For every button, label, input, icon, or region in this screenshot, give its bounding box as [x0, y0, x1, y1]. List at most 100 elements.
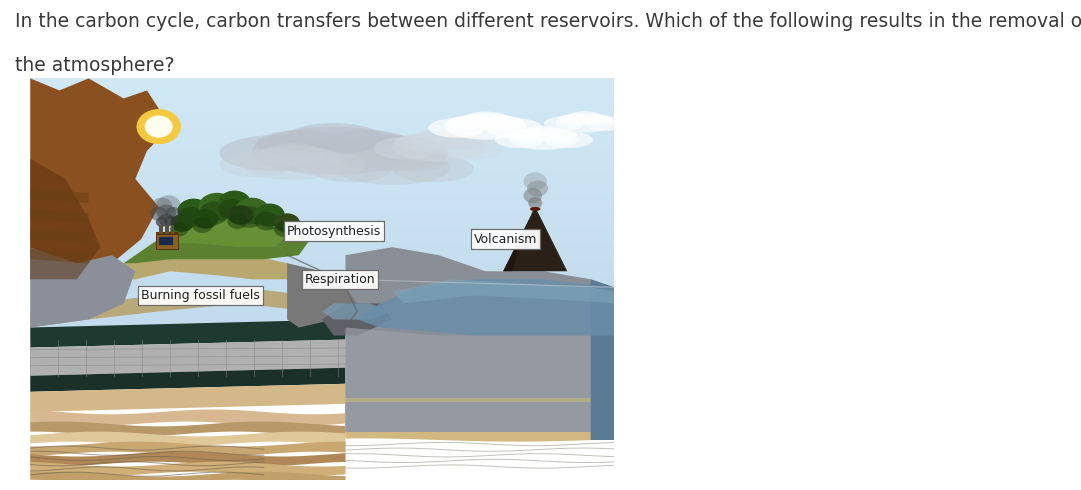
Ellipse shape [159, 214, 174, 226]
Ellipse shape [150, 207, 168, 220]
Ellipse shape [544, 131, 593, 148]
Ellipse shape [192, 217, 213, 233]
Ellipse shape [336, 151, 401, 172]
Ellipse shape [556, 113, 614, 133]
Ellipse shape [395, 134, 445, 150]
Ellipse shape [568, 111, 602, 124]
Ellipse shape [446, 116, 492, 130]
Ellipse shape [357, 146, 427, 170]
Polygon shape [30, 410, 346, 426]
Ellipse shape [428, 118, 485, 138]
Polygon shape [346, 402, 614, 417]
Ellipse shape [444, 114, 526, 140]
Ellipse shape [530, 207, 540, 211]
Ellipse shape [170, 222, 188, 236]
Bar [159, 237, 173, 245]
Ellipse shape [273, 221, 294, 237]
Ellipse shape [228, 205, 253, 225]
Ellipse shape [243, 148, 301, 167]
Polygon shape [357, 279, 614, 336]
Ellipse shape [177, 198, 210, 223]
Polygon shape [159, 215, 288, 247]
Polygon shape [30, 78, 171, 279]
Text: In the carbon cycle, carbon transfers between different reservoirs. Which of the: In the carbon cycle, carbon transfers be… [15, 12, 1081, 31]
Ellipse shape [523, 172, 547, 190]
Ellipse shape [252, 126, 415, 175]
Ellipse shape [256, 130, 346, 157]
Polygon shape [156, 232, 178, 234]
Ellipse shape [284, 123, 383, 154]
Ellipse shape [528, 180, 548, 196]
Ellipse shape [240, 146, 346, 180]
Polygon shape [30, 159, 101, 279]
Polygon shape [30, 249, 89, 263]
Ellipse shape [136, 109, 181, 144]
Ellipse shape [165, 207, 181, 219]
Polygon shape [30, 189, 89, 203]
Polygon shape [30, 368, 346, 392]
Ellipse shape [495, 131, 544, 148]
Bar [156, 234, 178, 249]
Ellipse shape [151, 198, 172, 214]
Ellipse shape [218, 191, 251, 215]
Polygon shape [346, 247, 614, 432]
Polygon shape [30, 287, 346, 327]
Ellipse shape [580, 114, 613, 125]
Polygon shape [30, 421, 346, 437]
Ellipse shape [529, 197, 543, 209]
Polygon shape [288, 263, 357, 327]
Ellipse shape [164, 216, 177, 226]
Polygon shape [346, 350, 614, 369]
Ellipse shape [585, 116, 626, 131]
Ellipse shape [219, 135, 334, 171]
Text: Photosynthesis: Photosynthesis [288, 224, 382, 238]
Polygon shape [346, 366, 614, 381]
Text: the atmosphere?: the atmosphere? [15, 56, 175, 75]
Ellipse shape [374, 137, 439, 160]
Ellipse shape [254, 212, 279, 230]
Text: Volcanism: Volcanism [473, 233, 537, 245]
Polygon shape [346, 426, 614, 441]
Ellipse shape [199, 201, 229, 224]
Ellipse shape [321, 130, 412, 157]
Ellipse shape [557, 114, 589, 125]
Polygon shape [30, 432, 346, 446]
Polygon shape [346, 327, 614, 432]
Ellipse shape [145, 116, 173, 138]
Bar [159, 225, 163, 234]
Polygon shape [30, 209, 89, 223]
Ellipse shape [509, 127, 579, 150]
Polygon shape [89, 247, 310, 279]
Bar [165, 225, 169, 234]
Ellipse shape [293, 152, 366, 177]
Ellipse shape [219, 152, 293, 177]
Polygon shape [322, 303, 392, 336]
Ellipse shape [235, 198, 269, 224]
Ellipse shape [236, 206, 263, 228]
Polygon shape [346, 415, 614, 430]
Ellipse shape [285, 148, 343, 167]
Ellipse shape [384, 151, 448, 172]
Polygon shape [503, 207, 535, 271]
Text: Respiration: Respiration [305, 273, 375, 286]
Ellipse shape [523, 188, 543, 203]
Ellipse shape [192, 209, 218, 229]
Polygon shape [590, 279, 614, 440]
Ellipse shape [523, 126, 565, 140]
Polygon shape [346, 398, 614, 402]
Ellipse shape [462, 112, 510, 128]
Bar [171, 225, 174, 234]
Ellipse shape [432, 134, 483, 150]
Polygon shape [30, 340, 346, 376]
Ellipse shape [411, 129, 467, 149]
Ellipse shape [392, 155, 473, 182]
Ellipse shape [171, 214, 193, 232]
Polygon shape [322, 303, 392, 319]
Ellipse shape [156, 217, 168, 227]
Ellipse shape [218, 199, 244, 219]
Ellipse shape [334, 149, 451, 185]
Ellipse shape [157, 196, 181, 213]
Ellipse shape [480, 116, 524, 130]
Ellipse shape [439, 137, 504, 160]
Ellipse shape [538, 129, 577, 142]
